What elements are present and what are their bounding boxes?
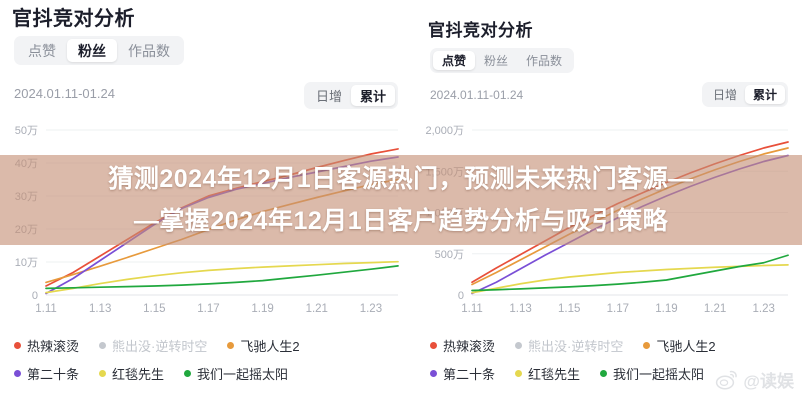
legend-color-dot [600, 370, 608, 377]
svg-text:1.11: 1.11 [35, 303, 57, 315]
legend-label: 红毯先生 [112, 367, 165, 382]
legend-label: 飞驰人生2 [656, 339, 716, 354]
svg-text:1.21: 1.21 [704, 303, 726, 315]
svg-text:1.15: 1.15 [558, 303, 580, 315]
legend-color-dot [430, 342, 437, 349]
legend-color-dot [99, 342, 107, 349]
series-line [45, 265, 399, 290]
svg-text:50万: 50万 [15, 125, 38, 137]
line-chart-fans: 50万 40万 30万 20万 10万 0 1.11 1.13 1.15 1.17 1.19 1.21… [0, 112, 410, 327]
svg-text:1.17: 1.17 [197, 303, 219, 315]
legend-row: 第二十条 红毯先生 我们一起摇太阳 [14, 364, 400, 383]
metric-tab-group[interactable]: 点赞 粉丝 作品数 [430, 48, 575, 73]
watermark: @读娱 [715, 367, 794, 392]
svg-text:1.15: 1.15 [143, 303, 165, 315]
legend-item-feichirensheng2[interactable]: 飞驰人生2 [643, 336, 716, 355]
metric-tab-group[interactable]: 点赞 粉丝 作品数 [14, 36, 184, 65]
mode-cumulative[interactable]: 累计 [350, 85, 395, 106]
legend-label: 我们一起摇太阳 [613, 367, 705, 382]
legend-color-dot [14, 342, 21, 349]
analytics-panel-left: 官抖竞对分析 点赞 粉丝 作品数 2024.01.11-01.24 日增 累计 … [0, 8, 410, 392]
tab-fans[interactable]: 粉丝 [67, 39, 117, 62]
legend-color-dot [643, 342, 651, 349]
series-line [45, 178, 399, 284]
tab-works-count[interactable]: 作品数 [526, 54, 563, 68]
legend-label: 熊出没·逆转时空 [112, 339, 208, 354]
svg-text:30万: 30万 [15, 191, 38, 203]
legend-row: 第二十条 红毯先生 我们一起摇太阳 [430, 364, 790, 383]
svg-text:1.23: 1.23 [360, 303, 382, 315]
line-chart-likes: 2,000万 1,500万 1,000万 500万 0 1.11 1.13 1.15 1.17 1… [410, 112, 802, 327]
mode-daily-increase[interactable]: 日增 [712, 88, 737, 102]
tab-fans[interactable]: 粉丝 [484, 54, 509, 68]
legend-label: 熊出没·逆转时空 [528, 339, 624, 354]
weibo-icon [716, 370, 738, 389]
date-range-label: 2024.01.11-01.24 [14, 86, 115, 101]
legend-item-dierdshitiao[interactable]: 第二十条 [14, 364, 79, 383]
legend-item-feichirensheng2[interactable]: 飞驰人生2 [227, 336, 300, 355]
svg-text:1,500万: 1,500万 [425, 166, 464, 178]
svg-text:1.17: 1.17 [607, 303, 629, 315]
svg-text:20万: 20万 [15, 224, 38, 236]
mode-daily-increase[interactable]: 日增 [315, 89, 342, 104]
tab-works-count[interactable]: 作品数 [128, 42, 170, 59]
legend-color-dot [14, 370, 21, 377]
legend-item-dierdshitiao[interactable]: 第二十条 [430, 364, 495, 383]
svg-text:1,000万: 1,000万 [425, 208, 464, 220]
page-title: 官抖竞对分析 [12, 8, 135, 30]
legend-row: 热辣滚烫 熊出没·逆转时空 飞驰人生2 [430, 336, 790, 355]
legend-label: 第二十条 [27, 367, 80, 382]
svg-text:0: 0 [32, 290, 38, 302]
page-title: 官抖竞对分析 [428, 21, 533, 40]
svg-text:1.13: 1.13 [89, 303, 111, 315]
svg-text:40万: 40万 [15, 158, 38, 170]
svg-text:2,000万: 2,000万 [425, 125, 464, 137]
legend-color-dot [227, 342, 235, 349]
mode-cumulative[interactable]: 累计 [744, 85, 785, 104]
svg-text:1.13: 1.13 [509, 303, 531, 315]
legend-label: 我们一起摇太阳 [197, 367, 289, 382]
legend-label: 第二十条 [443, 367, 496, 382]
svg-text:500万: 500万 [435, 249, 464, 261]
series-line [45, 148, 399, 287]
legend-item-xiongchumo[interactable]: 熊出没·逆转时空 [515, 336, 623, 355]
mode-toggle-group[interactable]: 日增 累计 [303, 82, 398, 109]
legend-item-relagungtang[interactable]: 热辣滚烫 [430, 336, 495, 355]
mode-toggle-group[interactable]: 日增 累计 [701, 82, 788, 107]
legend-item-womenyiqiyaotaiyang[interactable]: 我们一起摇太阳 [184, 364, 288, 383]
svg-text:1.11: 1.11 [461, 303, 483, 315]
tab-likes[interactable]: 点赞 [433, 51, 476, 70]
svg-text:1.23: 1.23 [752, 303, 774, 315]
analytics-panel-right: 官抖竞对分析 点赞 粉丝 作品数 2024.01.11-01.24 日增 累计 … [410, 0, 802, 400]
legend-label: 热辣滚烫 [443, 339, 496, 354]
legend-color-dot [184, 370, 192, 377]
series-line [45, 260, 399, 294]
legend-color-dot [515, 342, 523, 349]
legend-label: 红毯先生 [528, 367, 581, 382]
date-range-label: 2024.01.11-01.24 [430, 88, 524, 102]
legend-item-xiongchumo[interactable]: 熊出没·逆转时空 [99, 336, 207, 355]
svg-text:0: 0 [458, 290, 464, 302]
legend-color-dot [99, 370, 107, 377]
legend-row: 热辣滚烫 熊出没·逆转时空 飞驰人生2 [14, 336, 400, 355]
svg-text:1.19: 1.19 [655, 303, 677, 315]
svg-text:1.21: 1.21 [306, 303, 328, 315]
series-line [471, 254, 789, 292]
legend-item-hongtanxiansheng[interactable]: 红毯先生 [99, 364, 164, 383]
legend-label: 热辣滚烫 [27, 339, 80, 354]
svg-text:1.19: 1.19 [251, 303, 273, 315]
chart-legend-right: 热辣滚烫 熊出没·逆转时空 飞驰人生2 第二十条 [430, 336, 790, 392]
legend-item-relagungtang[interactable]: 热辣滚烫 [14, 336, 79, 355]
svg-text:10万: 10万 [15, 257, 38, 269]
series-line [471, 154, 789, 295]
tab-likes[interactable]: 点赞 [28, 42, 56, 59]
watermark-handle: @读娱 [743, 372, 794, 391]
chart-legend-left: 热辣滚烫 熊出没·逆转时空 飞驰人生2 第二十条 [14, 336, 400, 392]
legend-color-dot [430, 370, 437, 377]
legend-item-hongtanxiansheng[interactable]: 红毯先生 [515, 364, 580, 383]
legend-color-dot [515, 370, 523, 377]
legend-label: 飞驰人生2 [240, 339, 300, 354]
legend-item-womenyiqiyaotaiyang[interactable]: 我们一起摇太阳 [600, 364, 704, 383]
